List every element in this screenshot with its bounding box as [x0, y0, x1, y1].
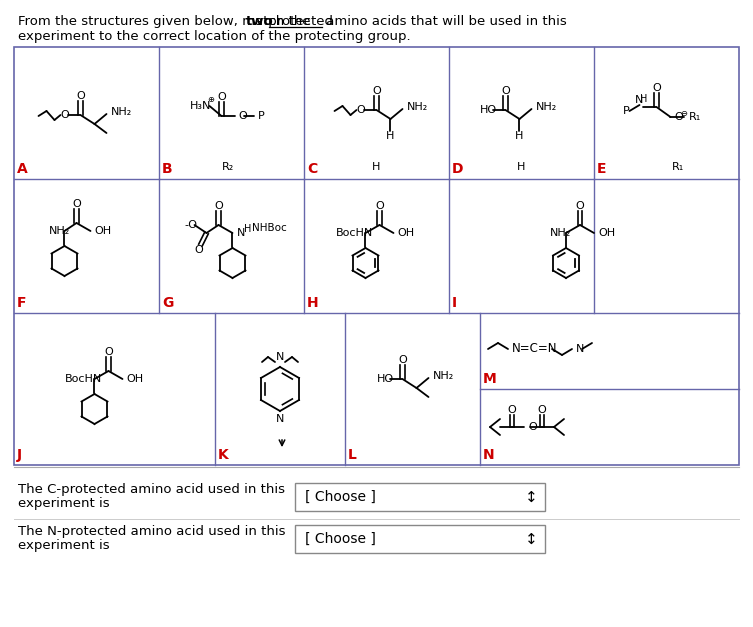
- Text: O: O: [72, 199, 81, 209]
- Text: N=C=N: N=C=N: [512, 342, 557, 356]
- Text: [ Choose ]: [ Choose ]: [305, 532, 376, 546]
- Text: NH₂: NH₂: [48, 226, 70, 236]
- Text: P: P: [623, 106, 630, 116]
- Text: OH: OH: [127, 374, 144, 384]
- Text: A: A: [17, 162, 28, 176]
- Text: O: O: [214, 201, 223, 211]
- Text: -O: -O: [184, 220, 197, 230]
- Text: NH₂: NH₂: [432, 371, 454, 381]
- Text: HO: HO: [480, 105, 497, 115]
- Text: O: O: [501, 86, 510, 96]
- Text: O: O: [652, 83, 661, 93]
- Text: P: P: [258, 111, 264, 121]
- Text: K: K: [218, 448, 229, 462]
- Text: two: two: [246, 15, 274, 28]
- Text: H: H: [515, 131, 523, 141]
- Text: HO: HO: [376, 374, 394, 384]
- Text: NH₂: NH₂: [550, 228, 572, 238]
- Text: H: H: [386, 131, 395, 141]
- Text: BocHN: BocHN: [65, 374, 102, 384]
- Text: ⊕: ⊕: [208, 95, 215, 105]
- Text: O: O: [194, 245, 203, 255]
- Text: OH: OH: [598, 228, 615, 238]
- Text: J: J: [17, 448, 22, 462]
- Text: O: O: [60, 110, 69, 120]
- Text: NHBoc: NHBoc: [252, 223, 287, 233]
- Text: N: N: [576, 344, 584, 354]
- Text: The N-protected amino acid used in this: The N-protected amino acid used in this: [18, 525, 285, 538]
- Text: B: B: [162, 162, 172, 176]
- Text: I: I: [452, 296, 457, 310]
- Bar: [14, 47, 739, 465]
- Text: R₁: R₁: [672, 162, 684, 172]
- Text: amino acids that will be used in this: amino acids that will be used in this: [322, 15, 567, 28]
- Text: M: M: [483, 372, 497, 386]
- Text: protected: protected: [264, 15, 333, 28]
- Text: H: H: [245, 224, 252, 234]
- Text: H: H: [371, 162, 380, 172]
- Text: H₃N: H₃N: [190, 101, 211, 111]
- Text: L: L: [348, 448, 357, 462]
- Text: C: C: [307, 162, 317, 176]
- Text: NH₂: NH₂: [111, 107, 132, 117]
- Text: BocHN: BocHN: [336, 228, 373, 238]
- Text: OH: OH: [398, 228, 415, 238]
- Text: D: D: [452, 162, 464, 176]
- Text: H: H: [307, 296, 319, 310]
- Text: F: F: [17, 296, 26, 310]
- Bar: [295, 483, 545, 511]
- Text: [ Choose ]: [ Choose ]: [305, 490, 376, 504]
- Text: O: O: [375, 201, 384, 211]
- Text: The C-protected amino acid used in this: The C-protected amino acid used in this: [18, 483, 285, 496]
- Text: G: G: [162, 296, 173, 310]
- Text: O: O: [356, 105, 365, 115]
- Text: O: O: [239, 111, 247, 121]
- Text: O: O: [508, 405, 517, 415]
- Text: O: O: [528, 422, 537, 432]
- Text: N: N: [636, 95, 644, 105]
- Text: experiment is: experiment is: [18, 497, 110, 510]
- Text: R₁: R₁: [688, 112, 701, 122]
- Text: H: H: [517, 162, 525, 172]
- Text: ↕: ↕: [525, 532, 538, 547]
- Text: O: O: [76, 91, 85, 101]
- Text: N: N: [236, 228, 245, 238]
- Text: O: O: [104, 347, 113, 357]
- Bar: [295, 525, 545, 553]
- Text: ⊖: ⊖: [681, 108, 687, 117]
- Text: R₂: R₂: [221, 162, 233, 172]
- Text: O: O: [398, 355, 407, 365]
- Text: OH: OH: [94, 226, 111, 236]
- Text: NH₂: NH₂: [407, 102, 428, 112]
- Text: O: O: [372, 86, 381, 96]
- Text: H: H: [640, 94, 647, 104]
- Text: E: E: [597, 162, 606, 176]
- Text: experiment is: experiment is: [18, 539, 110, 552]
- Text: NH₂: NH₂: [535, 102, 556, 112]
- Text: From the structures given below, match the: From the structures given below, match t…: [18, 15, 315, 28]
- Text: N: N: [276, 352, 284, 362]
- Text: ↕: ↕: [525, 490, 538, 505]
- Text: N: N: [276, 414, 284, 424]
- Text: O: O: [538, 405, 547, 415]
- Text: N: N: [483, 448, 495, 462]
- Text: experiment to the correct location of the protecting group.: experiment to the correct location of th…: [18, 30, 410, 43]
- Text: O: O: [675, 112, 683, 122]
- Text: O: O: [217, 92, 226, 102]
- Text: O: O: [575, 201, 584, 211]
